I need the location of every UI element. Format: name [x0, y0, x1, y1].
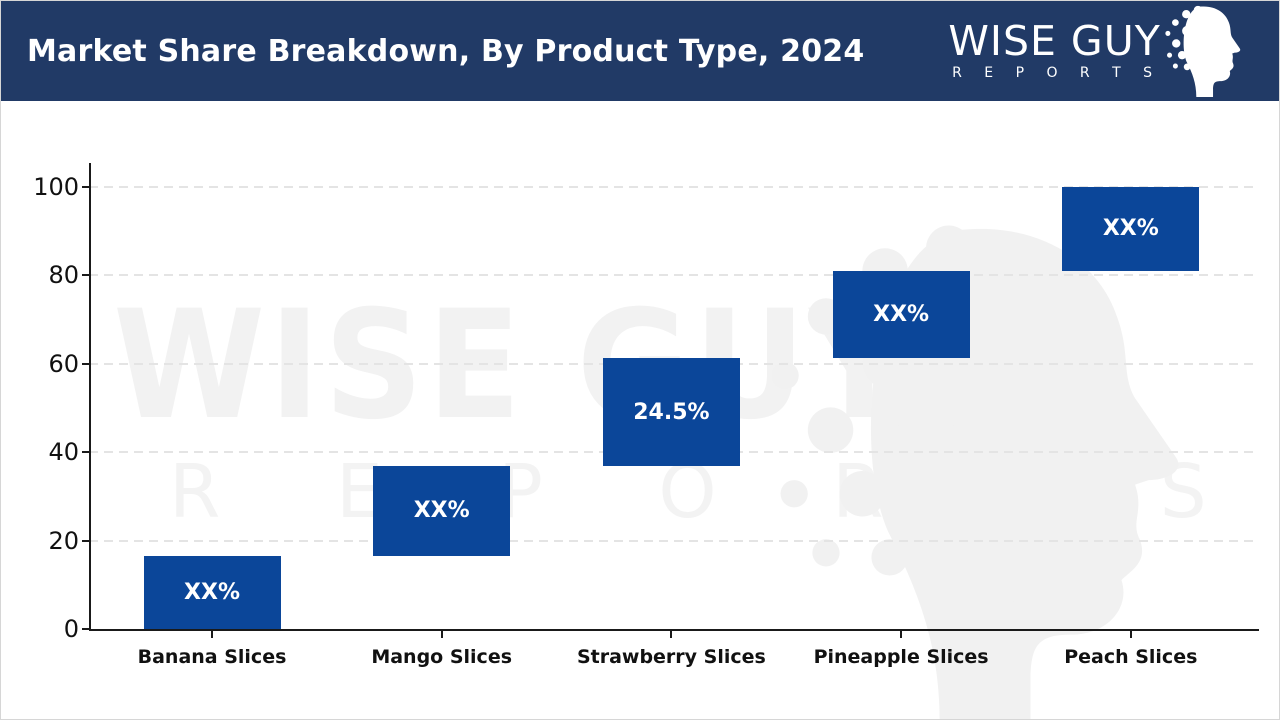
- x-axis-tick: [900, 631, 903, 638]
- bar-strawberry-slices: 24.5%: [602, 358, 740, 467]
- y-axis-tick-label: 20: [48, 526, 79, 555]
- y-axis-tick: [82, 451, 89, 454]
- bar-value-label: XX%: [873, 301, 930, 327]
- y-axis-tick-label: 80: [48, 261, 79, 290]
- y-axis-tick-label: 40: [48, 438, 79, 467]
- chart-title: Market Share Breakdown, By Product Type,…: [27, 33, 865, 69]
- x-axis-tick: [440, 631, 443, 638]
- bar-banana-slices: XX%: [143, 555, 281, 629]
- y-axis-tick-label: 60: [48, 349, 79, 378]
- y-axis-tick-label: 0: [63, 615, 79, 643]
- y-axis-tick: [82, 362, 89, 365]
- bar-pineapple-slices: XX%: [832, 270, 970, 359]
- x-axis-tick: [670, 631, 673, 638]
- y-axis-tick-label: 100: [33, 173, 79, 201]
- y-axis-tick: [82, 186, 89, 188]
- x-axis-category-label: Strawberry Slices: [576, 646, 766, 668]
- chart-area: WISE GUY R E P O R T S 0 20 40 60 80 100 Banan…: [1, 101, 1279, 719]
- x-axis-category-label: Pineapple Slices: [813, 646, 989, 668]
- gridline: [89, 186, 1259, 188]
- y-axis-tick: [82, 628, 89, 630]
- x-axis-category-label: Banana Slices: [137, 646, 287, 668]
- logo-wordmark: WISE GUY R E P O R T S: [948, 17, 1161, 82]
- bar-value-label: XX%: [1102, 216, 1159, 242]
- y-axis-tick: [82, 274, 89, 277]
- logo-wordmark-line2: R E P O R T S: [952, 65, 1161, 81]
- x-axis-category-label: Mango Slices: [371, 646, 513, 668]
- wiseguy-logo: WISE GUY R E P O R T S: [948, 5, 1249, 97]
- gridline: [89, 539, 1259, 542]
- plot: 0 20 40 60 80 100 Banana Slices XX% Mango Slices…: [1, 101, 1279, 719]
- y-axis-tick: [82, 539, 89, 542]
- x-axis-tick: [1129, 631, 1132, 638]
- logo-face-icon: [1165, 5, 1241, 97]
- bar-value-label: XX%: [184, 579, 240, 605]
- bar-peach-slices: XX%: [1062, 187, 1200, 271]
- x-axis-category-label: Peach Slices: [1064, 646, 1198, 668]
- gridline: [89, 274, 1259, 277]
- header-bar: Market Share Breakdown, By Product Type,…: [1, 1, 1279, 101]
- y-axis: [89, 163, 91, 631]
- x-axis-tick: [211, 631, 213, 638]
- bar-value-label: 24.5%: [633, 399, 710, 425]
- logo-wordmark-line1: WISE GUY: [948, 17, 1161, 65]
- bar-value-label: XX%: [413, 498, 470, 524]
- bar-mango-slices: XX%: [373, 466, 511, 556]
- x-axis: [89, 629, 1259, 631]
